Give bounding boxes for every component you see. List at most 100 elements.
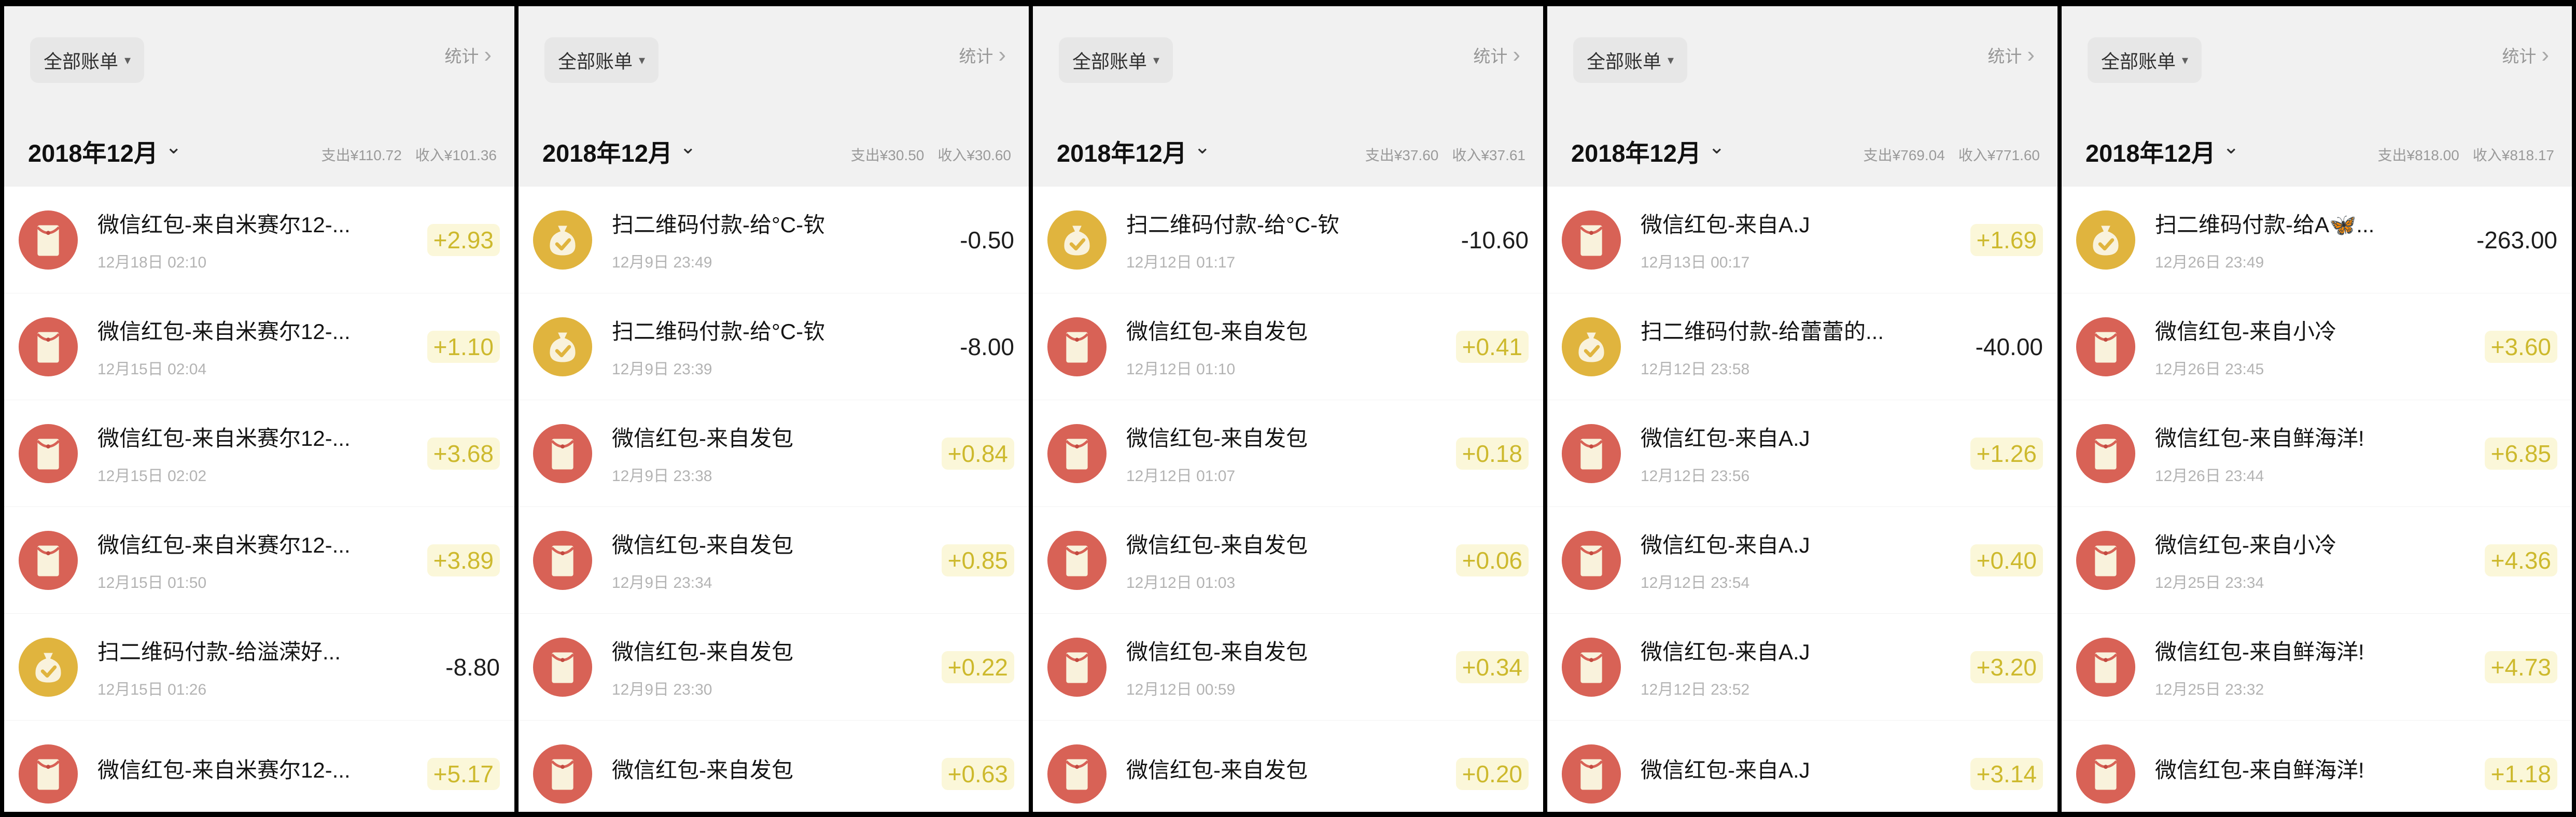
transaction-row[interactable]: 微信红包-来自米赛尔12-... 12月18日 02:10 +2.93 — [4, 187, 514, 293]
statistics-label: 统计 — [1987, 47, 2022, 66]
transaction-row[interactable]: 微信红包-来自米赛尔12-... +5.17 — [4, 721, 514, 812]
income-value: ¥771.60 — [1987, 147, 2040, 163]
account-filter-dropdown[interactable]: 全部账单 ▾ — [544, 37, 659, 83]
income-label: 收入 — [415, 147, 444, 163]
month-label: 2018年12月 — [2085, 139, 2216, 167]
money-bag-icon — [532, 316, 593, 377]
transaction-list[interactable]: 扫二维码付款-给A🦋... 12月26日 23:49 -263.00 微信红包-来… — [2062, 187, 2572, 812]
transaction-row[interactable]: 扫二维码付款-给A🦋... 12月26日 23:49 -263.00 — [2062, 187, 2572, 293]
transaction-row[interactable]: 微信红包-来自小冷 12月26日 23:45 +3.60 — [2062, 293, 2572, 400]
transaction-row[interactable]: 微信红包-来自发包 12月9日 23:34 +0.85 — [519, 507, 1029, 614]
account-filter-dropdown[interactable]: 全部账单 ▾ — [1573, 37, 1688, 83]
account-filter-dropdown[interactable]: 全部账单 ▾ — [30, 37, 145, 83]
transaction-row[interactable]: 微信红包-来自发包 12月9日 23:38 +0.84 — [519, 400, 1029, 507]
transaction-row[interactable]: 扫二维码付款-给°C-钦 12月12日 01:17 -10.60 — [1033, 187, 1543, 293]
transaction-row[interactable]: 微信红包-来自A.J +3.14 — [1547, 721, 2057, 812]
transaction-row[interactable]: 微信红包-来自发包 +0.63 — [519, 721, 1029, 812]
transaction-title: 微信红包-来自小冷 — [2155, 319, 2336, 344]
transaction-row[interactable]: 微信红包-来自发包 12月12日 00:59 +0.34 — [1033, 614, 1543, 721]
chevron-down-icon: ▾ — [639, 53, 646, 67]
month-row: 2018年12月 ⌄ 支出¥30.50 收入¥30.60 — [519, 133, 1029, 169]
transaction-row[interactable]: 微信红包-来自A.J 12月12日 23:52 +3.20 — [1547, 614, 2057, 721]
account-filter-dropdown[interactable]: 全部账单 ▾ — [1059, 37, 1173, 83]
transaction-time: 12月9日 23:34 — [612, 574, 712, 591]
transaction-list[interactable]: 微信红包-来自A.J 12月13日 00:17 +1.69 扫二维码付款-给蕾蕾的… — [1547, 187, 2057, 812]
statistics-link[interactable]: 统计 › — [444, 43, 492, 67]
transaction-title: 微信红包-来自A.J — [1641, 213, 1810, 237]
transaction-time: 12月9日 23:39 — [612, 361, 712, 378]
transaction-row[interactable]: 扫二维码付款-给蕾蕾的... 12月12日 23:58 -40.00 — [1547, 293, 2057, 400]
chevron-right-icon: › — [1513, 42, 1520, 67]
red-envelope-icon — [532, 423, 593, 484]
transaction-row[interactable]: 微信红包-来自A.J 12月13日 00:17 +1.69 — [1547, 187, 2057, 293]
transaction-list[interactable]: 微信红包-来自米赛尔12-... 12月18日 02:10 +2.93 微信红包-… — [4, 187, 514, 812]
panel-header: 全部账单 ▾ 统计 › 2018年12月 ⌄ 支出¥818.00 收入¥818.1… — [2062, 6, 2572, 187]
month-selector[interactable]: 2018年12月 ⌄ — [1571, 133, 1725, 169]
chevron-right-icon: › — [2027, 42, 2035, 67]
transaction-row[interactable]: 微信红包-来自鲜海洋! +1.18 — [2062, 721, 2572, 812]
transaction-row[interactable]: 微信红包-来自小冷 12月25日 23:34 +4.36 — [2062, 507, 2572, 614]
income-value: ¥101.36 — [444, 147, 497, 163]
transaction-row[interactable]: 微信红包-来自发包 +0.20 — [1033, 721, 1543, 812]
transaction-list[interactable]: 扫二维码付款-给°C-钦 12月9日 23:49 -0.50 扫二维码付款-给°C… — [519, 187, 1029, 812]
transaction-time: 12月12日 23:56 — [1641, 468, 1750, 485]
month-selector[interactable]: 2018年12月 ⌄ — [1057, 133, 1211, 169]
transaction-row[interactable]: 微信红包-来自发包 12月12日 01:07 +0.18 — [1033, 400, 1543, 507]
transaction-title: 微信红包-来自发包 — [1126, 533, 1308, 557]
transaction-title: 扫二维码付款-给°C-钦 — [1126, 213, 1340, 237]
transaction-row[interactable]: 微信红包-来自发包 12月9日 23:30 +0.22 — [519, 614, 1029, 721]
month-row: 2018年12月 ⌄ 支出¥818.00 收入¥818.17 — [2062, 133, 2572, 169]
statistics-link[interactable]: 统计 › — [1473, 43, 1520, 67]
transaction-title: 微信红包-来自鲜海洋! — [2155, 640, 2364, 664]
transaction-row[interactable]: 微信红包-来自鲜海洋! 12月25日 23:32 +4.73 — [2062, 614, 2572, 721]
transaction-amount: -8.80 — [445, 653, 500, 681]
statistics-link[interactable]: 统计 › — [1987, 43, 2035, 67]
transaction-row[interactable]: 微信红包-来自鲜海洋! 12月26日 23:44 +6.85 — [2062, 400, 2572, 507]
account-filter-label: 全部账单 — [2101, 51, 2176, 72]
red-envelope-icon — [18, 530, 79, 591]
transaction-row[interactable]: 扫二维码付款-给°C-钦 12月9日 23:39 -8.00 — [519, 293, 1029, 400]
transaction-time: 12月12日 01:07 — [1126, 468, 1236, 485]
transaction-amount: +4.73 — [2484, 651, 2557, 683]
expense-value: ¥769.04 — [1892, 147, 1945, 163]
transaction-title: 微信红包-来自发包 — [1126, 426, 1308, 450]
transaction-title: 微信红包-来自米赛尔12-... — [97, 758, 351, 782]
month-row: 2018年12月 ⌄ 支出¥769.04 收入¥771.60 — [1547, 133, 2057, 169]
transaction-row[interactable]: 微信红包-来自发包 12月12日 01:03 +0.06 — [1033, 507, 1543, 614]
bill-panel-4: 全部账单 ▾ 统计 › 2018年12月 ⌄ 支出¥769.04 收入¥771.6… — [1547, 6, 2057, 812]
chevron-down-icon: ⌄ — [2222, 136, 2239, 158]
transaction-amount: +6.85 — [2484, 437, 2557, 470]
transaction-time: 12月9日 23:38 — [612, 468, 712, 485]
month-selector[interactable]: 2018年12月 ⌄ — [28, 133, 182, 169]
month-label: 2018年12月 — [1571, 139, 1701, 167]
transaction-amount: +3.89 — [427, 544, 500, 576]
account-filter-label: 全部账单 — [1072, 51, 1147, 72]
money-bag-icon — [2075, 209, 2136, 271]
month-selector[interactable]: 2018年12月 ⌄ — [542, 133, 696, 169]
transaction-row[interactable]: 微信红包-来自米赛尔12-... 12月15日 01:50 +3.89 — [4, 507, 514, 614]
money-bag-icon — [1561, 316, 1622, 377]
red-envelope-icon — [1561, 743, 1622, 805]
transaction-amount: +1.69 — [1970, 223, 2043, 256]
transaction-time: 12月12日 01:03 — [1126, 574, 1236, 591]
transaction-row[interactable]: 扫二维码付款-给°C-钦 12月9日 23:49 -0.50 — [519, 187, 1029, 293]
transaction-row[interactable]: 微信红包-来自A.J 12月12日 23:54 +0.40 — [1547, 507, 2057, 614]
statistics-link[interactable]: 统计 › — [2502, 43, 2549, 67]
transaction-list[interactable]: 扫二维码付款-给°C-钦 12月12日 01:17 -10.60 微信红包-来自发… — [1033, 187, 1543, 812]
account-filter-label: 全部账单 — [558, 51, 633, 72]
transaction-time: 12月12日 23:52 — [1641, 681, 1750, 698]
transaction-title: 微信红包-来自发包 — [612, 533, 793, 557]
statistics-link[interactable]: 统计 › — [959, 43, 1006, 67]
transaction-row[interactable]: 扫二维码付款-给溢溁好... 12月15日 01:26 -8.80 — [4, 614, 514, 721]
transaction-row[interactable]: 微信红包-来自米赛尔12-... 12月15日 02:02 +3.68 — [4, 400, 514, 507]
transaction-row[interactable]: 微信红包-来自米赛尔12-... 12月15日 02:04 +1.10 — [4, 293, 514, 400]
expense-label: 支出 — [321, 147, 351, 163]
account-filter-dropdown[interactable]: 全部账单 ▾ — [2088, 37, 2202, 83]
transaction-row[interactable]: 微信红包-来自A.J 12月12日 23:56 +1.26 — [1547, 400, 2057, 507]
money-bag-icon — [1046, 209, 1108, 271]
transaction-time: 12月25日 23:32 — [2155, 681, 2264, 698]
month-selector[interactable]: 2018年12月 ⌄ — [2085, 133, 2239, 169]
transaction-row[interactable]: 微信红包-来自发包 12月12日 01:10 +0.41 — [1033, 293, 1543, 400]
transaction-amount: -8.00 — [960, 333, 1014, 360]
red-envelope-icon — [18, 743, 79, 805]
